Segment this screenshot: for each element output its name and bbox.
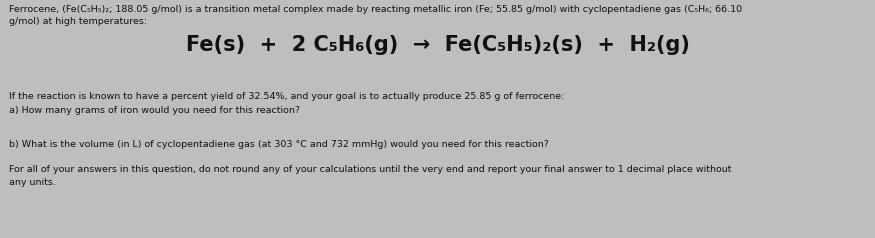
Text: any units.: any units. — [9, 178, 56, 187]
Text: b) What is the volume (in L) of cyclopentadiene gas (at 303 °C and 732 mmHg) wou: b) What is the volume (in L) of cyclopen… — [9, 140, 549, 149]
Text: For all of your answers in this question, do not round any of your calculations : For all of your answers in this question… — [9, 165, 732, 174]
Text: a) How many grams of iron would you need for this reaction?: a) How many grams of iron would you need… — [9, 106, 300, 115]
Text: Fe(s)  +  2 C₅H₆(g)  →  Fe(C₅H₅)₂(s)  +  H₂(g): Fe(s) + 2 C₅H₆(g) → Fe(C₅H₅)₂(s) + H₂(g) — [186, 35, 690, 55]
Text: If the reaction is known to have a percent yield of 32.54%, and your goal is to : If the reaction is known to have a perce… — [9, 92, 564, 101]
Text: Ferrocene, (Fe(C₅H₅)₂; 188.05 g/mol) is a transition metal complex made by react: Ferrocene, (Fe(C₅H₅)₂; 188.05 g/mol) is … — [9, 5, 742, 14]
Text: g/mol) at high temperatures:: g/mol) at high temperatures: — [9, 17, 147, 26]
